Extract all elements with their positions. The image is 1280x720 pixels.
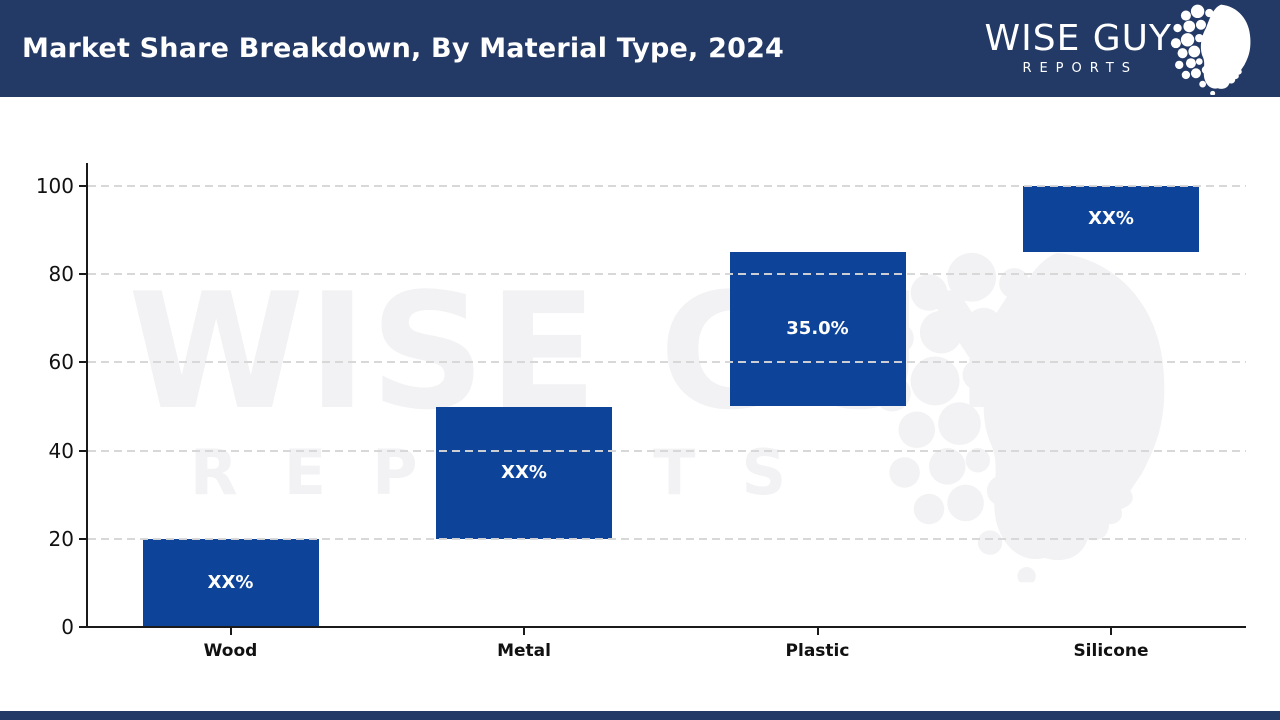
y-gridline [88, 537, 1246, 540]
y-tick-label: 100 [35, 174, 74, 198]
y-tick-mark [79, 449, 86, 452]
header: Market Share Breakdown, By Material Type… [0, 0, 1280, 97]
bar-plastic [729, 252, 906, 407]
brand-logo: WISE GUY REPORTS [985, 3, 1255, 95]
logo-name: WISE GUY [984, 18, 1172, 59]
y-tick-label: 40 [48, 438, 74, 463]
bar-silicone [1023, 186, 1199, 253]
logo-face-icon [1168, 3, 1254, 95]
y-gridline [88, 185, 1246, 187]
bar-value-label: XX% [207, 571, 254, 593]
bar-metal [436, 406, 612, 539]
x-axis-line [86, 626, 1246, 628]
bar-value-label: 35.0% [786, 318, 849, 340]
bar-value-label: XX% [1088, 208, 1134, 230]
x-category-label: Silicone [1073, 641, 1149, 661]
x-tick-mark [229, 628, 232, 635]
logo-subtitle: REPORTS [1022, 61, 1139, 76]
y-tick-mark [79, 361, 86, 364]
y-tick-mark [79, 537, 86, 540]
x-tick-mark [1110, 628, 1112, 635]
y-axis-line [86, 163, 88, 628]
y-tick-mark [79, 626, 86, 628]
y-tick-label: 0 [61, 615, 74, 639]
bar-value-label: XX% [501, 461, 547, 483]
y-tick-label: 60 [48, 350, 74, 375]
y-tick-label: 20 [48, 526, 74, 551]
y-gridline [88, 361, 1246, 364]
footer-bar [0, 711, 1280, 720]
x-tick-mark [523, 628, 525, 635]
y-gridline [88, 449, 1246, 452]
y-tick-label: 80 [48, 262, 74, 287]
y-gridline [88, 273, 1246, 276]
y-tick-mark [79, 185, 86, 187]
x-category-label: Metal [497, 641, 551, 661]
x-category-label: Plastic [785, 641, 850, 661]
bar-wood [142, 538, 319, 627]
chart-title: Market Share Breakdown, By Material Type… [22, 33, 785, 64]
logo-wordmark: WISE GUY REPORTS [984, 18, 1173, 77]
x-tick-mark [816, 628, 819, 635]
x-category-label: Wood [203, 641, 258, 661]
y-tick-mark [79, 273, 86, 276]
